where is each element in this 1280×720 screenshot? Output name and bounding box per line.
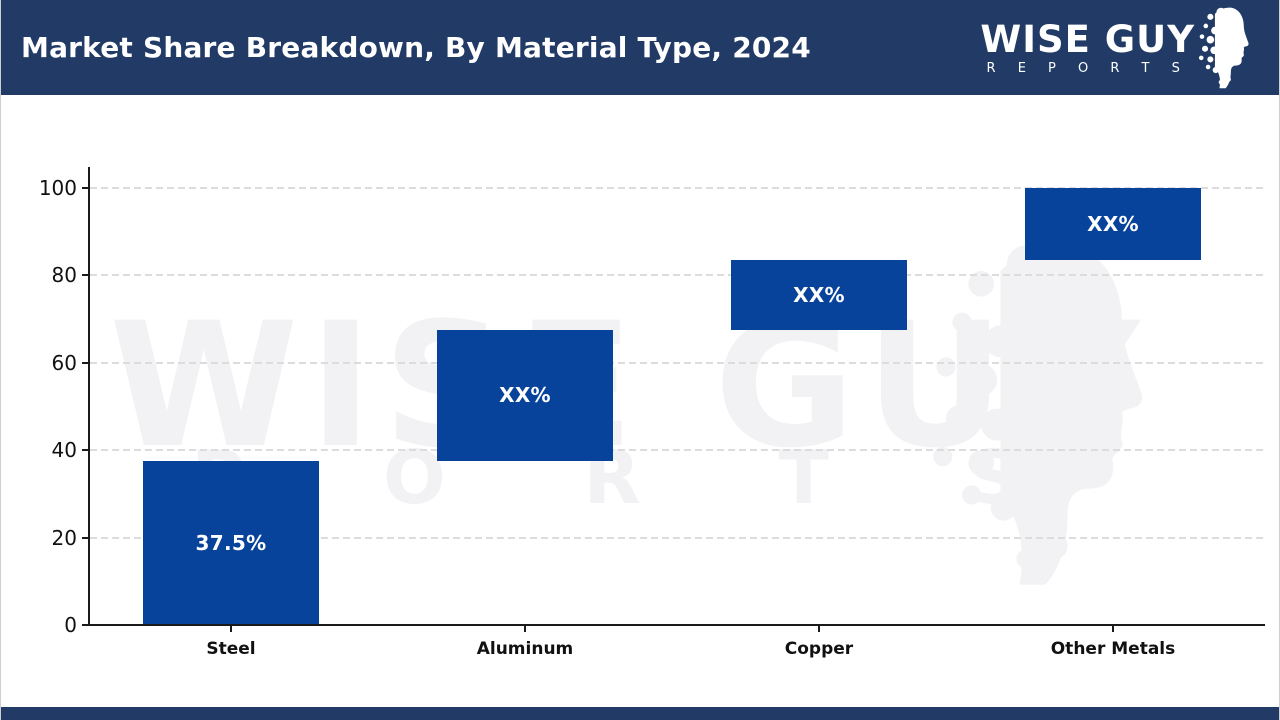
x-category-label: Other Metals: [1050, 639, 1176, 659]
brand-logo: WISE GUY R E P O R T S: [980, 6, 1259, 90]
gridline: [90, 536, 1265, 539]
x-tick-mark: [524, 626, 526, 632]
y-tick-mark: [82, 274, 88, 276]
y-tick-label: 60: [51, 350, 77, 375]
bar-value-label: XX%: [793, 282, 845, 307]
gridline: [90, 186, 1265, 189]
y-tick-mark: [82, 361, 88, 364]
brand-logo-text: WISE GUY R E P O R T S: [980, 21, 1195, 75]
y-tick-mark: [82, 449, 88, 451]
x-category-label: Copper: [784, 639, 854, 659]
y-tick-label: 40: [51, 438, 77, 462]
waterfall-bar-copper: XX%: [731, 259, 907, 330]
bar-value-label: 37.5%: [195, 530, 267, 555]
x-tick-mark: [230, 626, 232, 632]
header-band: Market Share Breakdown, By Material Type…: [1, 0, 1279, 95]
footer-band: [1, 707, 1279, 720]
bar-value-label: XX%: [499, 383, 551, 408]
waterfall-bar-steel: 37.5%: [143, 460, 319, 625]
x-tick-mark: [1112, 626, 1114, 632]
bar-value-label: XX%: [1087, 211, 1139, 236]
brand-head-icon: [1198, 7, 1249, 88]
x-category-label: Steel: [206, 639, 256, 659]
y-axis-spine: [88, 167, 90, 626]
waterfall-bar-aluminum: XX%: [437, 329, 613, 461]
x-category-label: Aluminum: [476, 639, 574, 659]
brand-name: WISE GUY: [980, 17, 1195, 61]
x-axis-spine: [88, 624, 1265, 626]
gridline: [90, 449, 1265, 451]
y-tick-label: 100: [38, 175, 77, 200]
chart-title: Market Share Breakdown, By Material Type…: [21, 31, 811, 64]
y-tick-label: 80: [51, 263, 77, 287]
y-tick-mark: [82, 536, 88, 539]
waterfall-bar-other-metals: XX%: [1025, 187, 1201, 260]
x-tick-mark: [818, 626, 820, 632]
y-tick-mark: [82, 186, 88, 189]
y-tick-label: 0: [64, 613, 77, 637]
y-tick-label: 20: [51, 525, 77, 550]
y-tick-mark: [82, 624, 88, 626]
brand-subname: R E P O R T S: [986, 60, 1189, 76]
watermark-head-icon: [933, 244, 1143, 585]
gridline: [90, 274, 1265, 276]
gridline: [90, 361, 1265, 364]
